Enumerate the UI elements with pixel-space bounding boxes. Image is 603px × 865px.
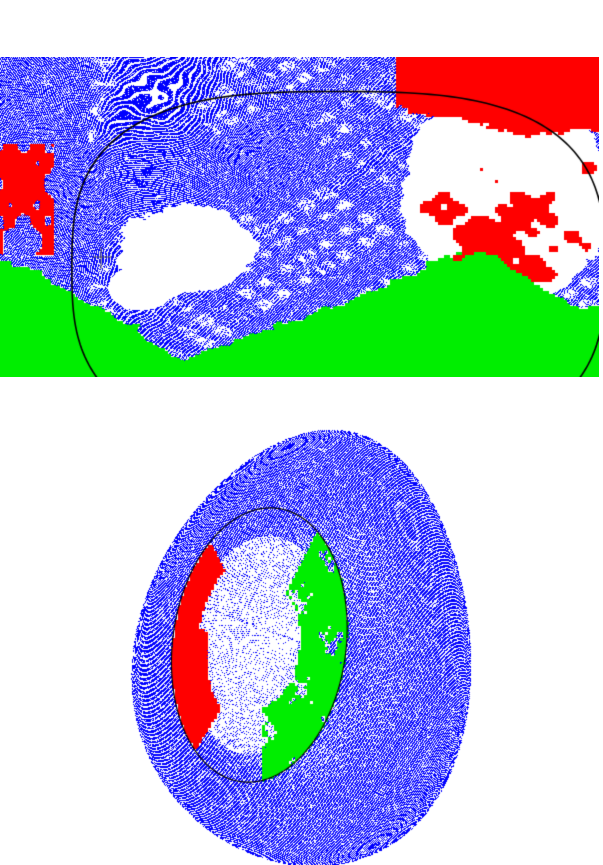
- top-panel-canvas: [0, 57, 599, 377]
- bottom-panel-3d-view: [118, 425, 485, 865]
- top-panel-2d-map: [0, 57, 599, 377]
- bottom-panel-canvas: [118, 425, 485, 865]
